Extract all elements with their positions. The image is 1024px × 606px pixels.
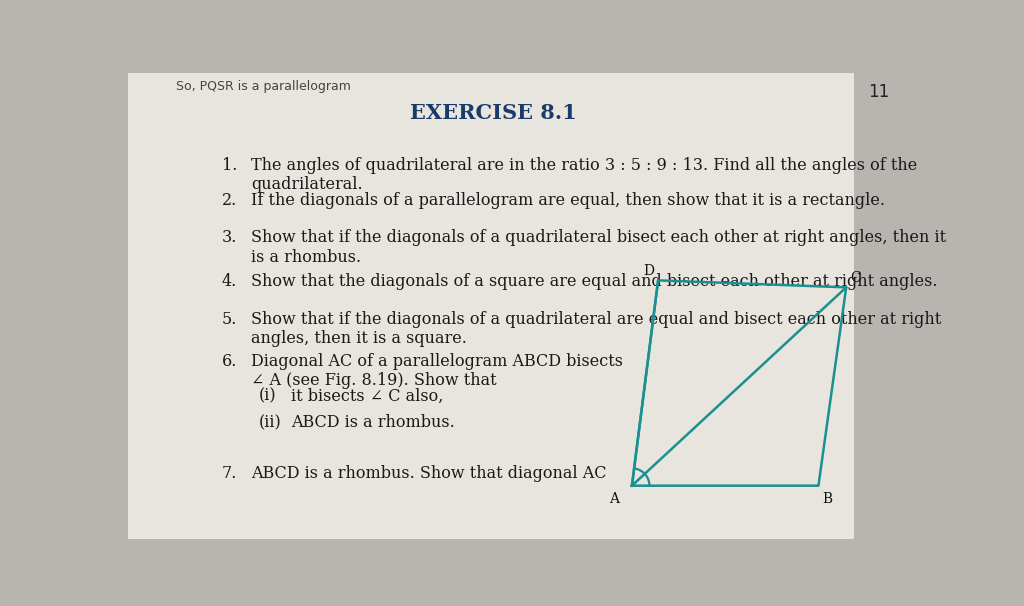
Text: 4.: 4. [221, 273, 237, 290]
Text: (ii): (ii) [259, 415, 282, 431]
Text: Diagonal AC of a parallelogram ABCD bisects
∠ A (see Fig. 8.19). Show that: Diagonal AC of a parallelogram ABCD bise… [251, 353, 623, 389]
Text: Show that the diagonals of a square are equal and bisect each other at right ang: Show that the diagonals of a square are … [251, 273, 938, 290]
Text: The angles of quadrilateral are in the ratio 3 : 5 : 9 : 13. Find all the angles: The angles of quadrilateral are in the r… [251, 157, 918, 193]
Text: 3.: 3. [221, 229, 237, 246]
Text: 2.: 2. [221, 191, 237, 208]
Text: 7.: 7. [221, 465, 237, 482]
Text: C: C [850, 271, 860, 285]
Text: EXERCISE 8.1: EXERCISE 8.1 [410, 103, 577, 123]
Text: 1.: 1. [221, 157, 237, 174]
Text: So, PQSR is a parallelogram: So, PQSR is a parallelogram [176, 80, 350, 93]
Text: B: B [822, 491, 833, 505]
Text: 5.: 5. [221, 311, 237, 328]
Text: it bisects ∠ C also,: it bisects ∠ C also, [291, 388, 443, 405]
Text: ABCD is a rhombus.: ABCD is a rhombus. [291, 415, 455, 431]
FancyBboxPatch shape [854, 73, 922, 539]
Text: Show that if the diagonals of a quadrilateral are equal and bisect each other at: Show that if the diagonals of a quadrila… [251, 311, 941, 347]
Text: (i): (i) [259, 388, 276, 405]
Text: A: A [609, 491, 620, 505]
FancyBboxPatch shape [128, 73, 854, 539]
Text: D: D [643, 264, 654, 278]
Text: Show that if the diagonals of a quadrilateral bisect each other at right angles,: Show that if the diagonals of a quadrila… [251, 229, 946, 265]
Text: ABCD is a rhombus. Show that diagonal AC: ABCD is a rhombus. Show that diagonal AC [251, 465, 606, 482]
Text: 6.: 6. [221, 353, 237, 370]
Text: 11: 11 [868, 83, 890, 101]
Text: If the diagonals of a parallelogram are equal, then show that it is a rectangle.: If the diagonals of a parallelogram are … [251, 191, 885, 208]
